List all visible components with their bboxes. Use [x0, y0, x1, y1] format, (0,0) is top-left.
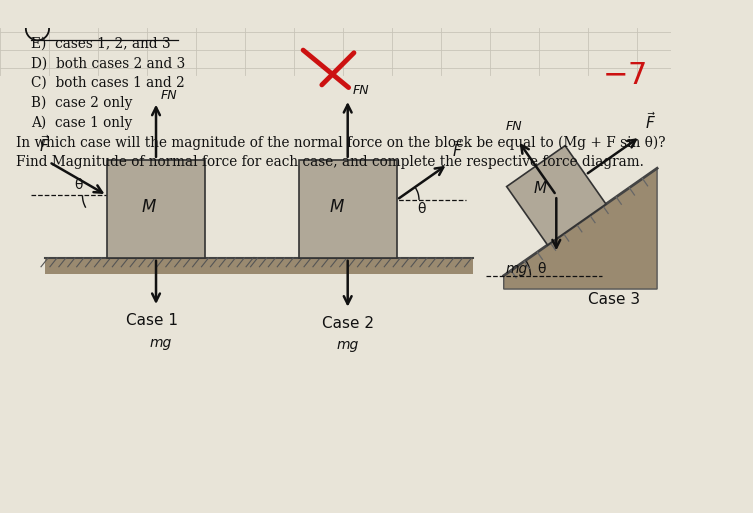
Text: mg: mg	[337, 338, 359, 352]
Bar	[254, 258, 473, 274]
Text: Find Magnitude of normal force for each case, and complete the respective force : Find Magnitude of normal force for each …	[16, 155, 644, 169]
Text: In which case will the magnitude of the normal force on the block be equal to (M: In which case will the magnitude of the …	[16, 136, 666, 150]
Text: M: M	[330, 198, 344, 216]
Text: $\vec{F}$: $\vec{F}$	[645, 111, 656, 132]
Text: θ: θ	[537, 262, 545, 275]
Polygon shape	[507, 146, 606, 245]
Text: $-7$: $-7$	[602, 60, 646, 91]
Text: θ: θ	[417, 202, 426, 216]
Text: B)  case 2 only: B) case 2 only	[31, 95, 133, 110]
Text: θ: θ	[75, 177, 83, 192]
Text: Case 2: Case 2	[322, 316, 373, 331]
Text: mg: mg	[149, 337, 172, 350]
Text: M: M	[534, 181, 547, 195]
Polygon shape	[504, 168, 657, 289]
Text: M: M	[142, 198, 156, 216]
Text: $\vec{F}$: $\vec{F}$	[453, 139, 463, 160]
Text: Case 1: Case 1	[126, 313, 178, 328]
Text: mg: mg	[505, 262, 527, 276]
Text: D)  both cases 2 and 3: D) both cases 2 and 3	[31, 56, 185, 70]
Text: C)  both cases 1 and 2: C) both cases 1 and 2	[31, 76, 185, 90]
Text: Case 3: Case 3	[587, 292, 639, 307]
Bar	[299, 160, 397, 258]
Text: A)  case 1 only: A) case 1 only	[31, 115, 133, 130]
Text: $\vec{F}$: $\vec{F}$	[39, 134, 50, 155]
Bar	[44, 258, 254, 274]
Text: FN: FN	[352, 84, 369, 97]
Text: FN: FN	[160, 89, 177, 102]
Text: FN: FN	[505, 121, 522, 133]
Text: E)  cases 1, 2, and 3: E) cases 1, 2, and 3	[31, 37, 171, 51]
Bar	[107, 160, 205, 258]
